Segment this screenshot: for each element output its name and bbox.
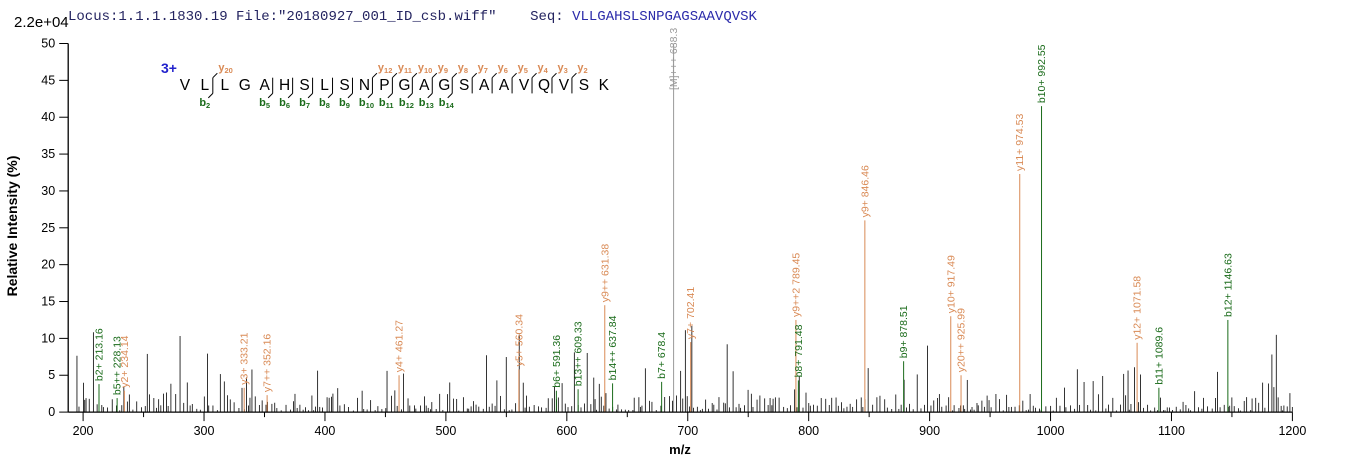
svg-text:Q: Q — [538, 77, 550, 94]
svg-text:y9+ 846.46: y9+ 846.46 — [859, 165, 871, 217]
svg-text:3+: 3+ — [161, 60, 177, 76]
svg-text:500: 500 — [435, 424, 456, 438]
svg-text:y3: y3 — [557, 62, 567, 75]
svg-text:1100: 1100 — [1158, 424, 1185, 438]
svg-text:S: S — [299, 77, 309, 94]
svg-text:b11: b11 — [379, 97, 394, 110]
svg-text:S: S — [459, 77, 469, 94]
svg-text:H: H — [279, 77, 290, 94]
svg-text:b12: b12 — [399, 97, 414, 110]
svg-text:b14++ 637.84: b14++ 637.84 — [607, 315, 619, 380]
svg-text:700: 700 — [677, 424, 698, 438]
svg-text:[M]+++ 688.3: [M]+++ 688.3 — [668, 28, 680, 90]
svg-text:b2: b2 — [199, 97, 210, 110]
svg-text:600: 600 — [556, 424, 577, 438]
svg-text:y12+ 1071.58: y12+ 1071.58 — [1132, 276, 1144, 340]
svg-text:b10+ 992.55: b10+ 992.55 — [1036, 44, 1048, 103]
svg-text:b13: b13 — [419, 97, 434, 110]
svg-text:y10+ 917.49: y10+ 917.49 — [945, 255, 957, 313]
svg-text:G: G — [239, 77, 251, 94]
svg-text:y8: y8 — [458, 62, 468, 75]
svg-text:b11+ 1089.6: b11+ 1089.6 — [1153, 327, 1165, 385]
svg-text:G: G — [438, 77, 450, 94]
svg-text:50: 50 — [41, 37, 55, 51]
svg-text:b8: b8 — [319, 97, 330, 110]
svg-text:b6+ 591.36: b6+ 591.36 — [551, 335, 563, 388]
svg-text:S: S — [339, 77, 349, 94]
svg-text:b7: b7 — [299, 97, 310, 110]
svg-text:b10: b10 — [359, 97, 374, 110]
svg-text:y7+ 702.41: y7+ 702.41 — [685, 287, 697, 339]
svg-text:y4+ 461.27: y4+ 461.27 — [394, 320, 406, 372]
svg-text:45: 45 — [41, 73, 55, 87]
svg-text:y9++2 789.45: y9++2 789.45 — [790, 253, 802, 317]
svg-text:y10: y10 — [418, 62, 432, 75]
svg-text:1200: 1200 — [1278, 424, 1306, 438]
svg-text:800: 800 — [798, 424, 819, 438]
svg-text:25: 25 — [41, 221, 55, 235]
svg-text:A: A — [479, 77, 490, 94]
svg-text:200: 200 — [73, 424, 94, 438]
svg-text:A: A — [419, 77, 430, 94]
svg-text:15: 15 — [41, 295, 55, 309]
svg-text:y3+ 333.21: y3+ 333.21 — [239, 332, 251, 384]
svg-text:b8+ 791.48: b8+ 791.48 — [793, 324, 805, 377]
svg-text:A: A — [499, 77, 510, 94]
svg-text:b9+ 878.51: b9+ 878.51 — [898, 305, 910, 358]
svg-text:K: K — [599, 77, 610, 94]
svg-text:A: A — [260, 77, 271, 94]
svg-text:b9: b9 — [339, 97, 350, 110]
svg-text:b14: b14 — [439, 97, 455, 110]
svg-text:y2: y2 — [577, 62, 587, 75]
svg-text:y4: y4 — [538, 62, 549, 75]
svg-text:G: G — [398, 77, 410, 94]
svg-text:y5: y5 — [518, 62, 528, 75]
svg-text:y6: y6 — [498, 62, 508, 75]
svg-text:1000: 1000 — [1037, 424, 1065, 438]
svg-text:30: 30 — [41, 184, 55, 198]
svg-text:V: V — [180, 77, 191, 94]
svg-text:b12+ 1146.63: b12+ 1146.63 — [1222, 253, 1234, 317]
svg-text:y20++ 925.99: y20++ 925.99 — [956, 308, 968, 372]
svg-text:L: L — [320, 77, 329, 94]
svg-text:5: 5 — [48, 368, 55, 382]
svg-text:10: 10 — [41, 331, 55, 345]
svg-text:b7+ 678.4: b7+ 678.4 — [656, 332, 668, 379]
svg-text:V: V — [559, 77, 570, 94]
svg-text:b2+ 213.16: b2+ 213.16 — [94, 328, 106, 381]
svg-text:y9++ 631.38: y9++ 631.38 — [599, 244, 611, 303]
svg-text:L: L — [201, 77, 210, 94]
svg-text:b6: b6 — [279, 97, 290, 110]
svg-text:300: 300 — [194, 424, 215, 438]
svg-text:400: 400 — [315, 424, 336, 438]
svg-text:y2+ 234.14: y2+ 234.14 — [119, 335, 131, 387]
svg-text:35: 35 — [41, 147, 55, 161]
svg-text:P: P — [379, 77, 389, 94]
svg-text:V: V — [519, 77, 530, 94]
svg-text:b5: b5 — [259, 97, 270, 110]
svg-text:0: 0 — [48, 405, 55, 419]
svg-text:y12: y12 — [378, 62, 392, 75]
svg-text:y11: y11 — [398, 62, 412, 75]
svg-text:900: 900 — [919, 424, 940, 438]
svg-text:40: 40 — [41, 110, 55, 124]
svg-text:L: L — [220, 77, 229, 94]
svg-text:y7++ 352.16: y7++ 352.16 — [262, 334, 274, 393]
svg-text:y11+ 974.53: y11+ 974.53 — [1014, 114, 1026, 171]
svg-text:20: 20 — [41, 258, 55, 272]
svg-text:y5+ 560.34: y5+ 560.34 — [513, 314, 525, 366]
svg-text:y9: y9 — [438, 62, 448, 75]
svg-text:y20: y20 — [218, 62, 232, 75]
svg-text:b5++ 228.13: b5++ 228.13 — [112, 336, 124, 395]
svg-text:y7: y7 — [478, 62, 488, 75]
svg-text:N: N — [359, 77, 370, 94]
svg-text:b13++ 609.33: b13++ 609.33 — [573, 321, 585, 386]
svg-text:S: S — [579, 77, 589, 94]
